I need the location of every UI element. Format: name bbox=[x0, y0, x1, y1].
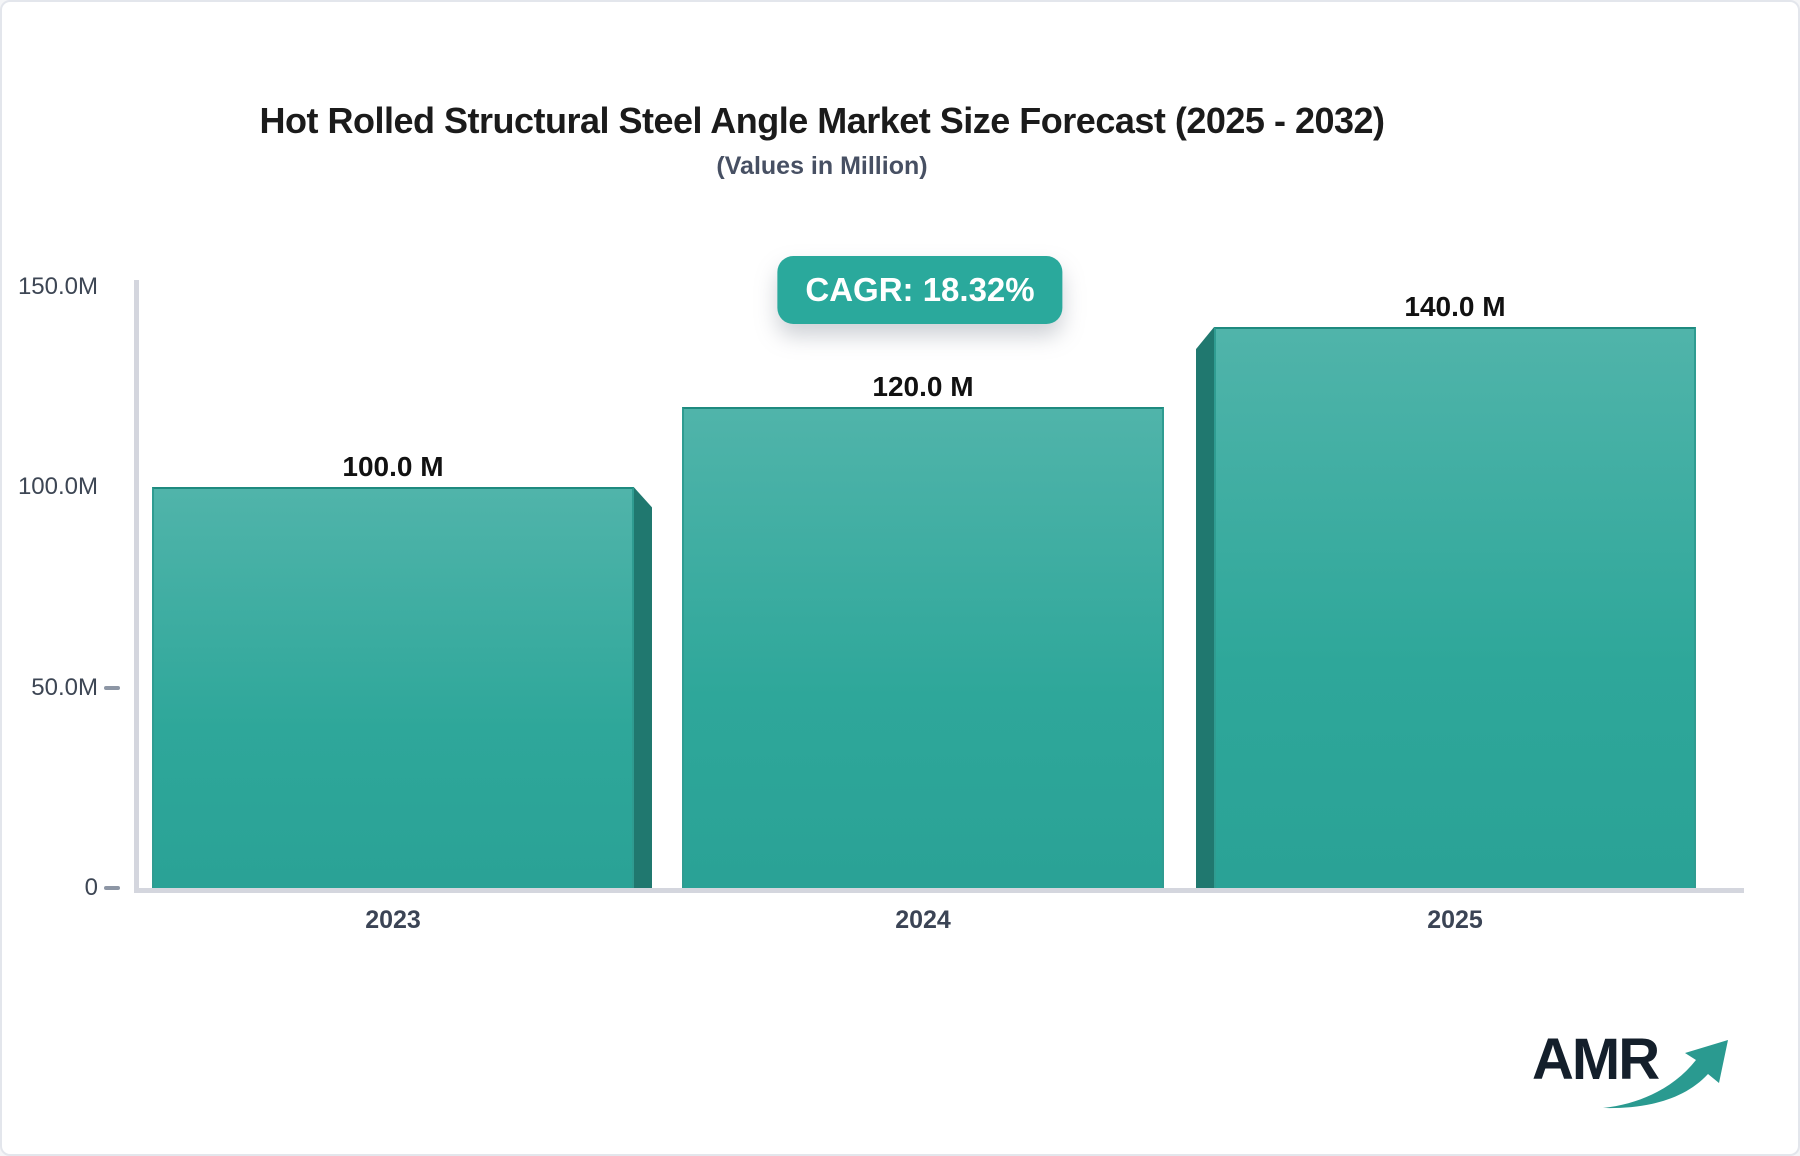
y-axis-label-0: 0 bbox=[84, 874, 98, 901]
amr-logo: AMR bbox=[1532, 1027, 1728, 1120]
cagr-badge: CAGR: 18.32% bbox=[777, 256, 1063, 324]
y-axis-tick bbox=[104, 886, 120, 890]
logo-arrow-icon bbox=[1603, 1040, 1728, 1109]
bar-value-label-2025: 140.0 M bbox=[1404, 291, 1506, 323]
y-axis-label-150.0M: 150.0M bbox=[17, 273, 98, 300]
bar-2025[interactable] bbox=[1214, 327, 1696, 888]
bar-2025-bevel bbox=[1196, 327, 1214, 888]
chart-subtitle: (Values in Million) bbox=[716, 152, 928, 180]
bar-2024[interactable] bbox=[682, 407, 1164, 888]
bar-value-label-2024: 120.0 M bbox=[872, 371, 974, 403]
x-axis-label-2024: 2024 bbox=[895, 906, 951, 934]
logo-text: AMR bbox=[1532, 1027, 1660, 1092]
bar-2023-bevel bbox=[634, 487, 652, 888]
y-axis-tick bbox=[104, 685, 120, 690]
chart-title: Hot Rolled Structural Steel Angle Market… bbox=[259, 100, 1385, 141]
x-axis-line bbox=[134, 888, 1744, 893]
bar-2023[interactable] bbox=[152, 487, 634, 888]
y-axis-line bbox=[134, 280, 139, 893]
x-axis-label-2023: 2023 bbox=[365, 906, 421, 934]
y-axis-label-100.0M: 100.0M bbox=[17, 473, 98, 501]
y-axis-label-50.0M: 50.0M bbox=[31, 673, 98, 701]
x-axis-label-2025: 2025 bbox=[1427, 906, 1483, 934]
bar-value-label-2023: 100.0 M bbox=[342, 451, 444, 483]
